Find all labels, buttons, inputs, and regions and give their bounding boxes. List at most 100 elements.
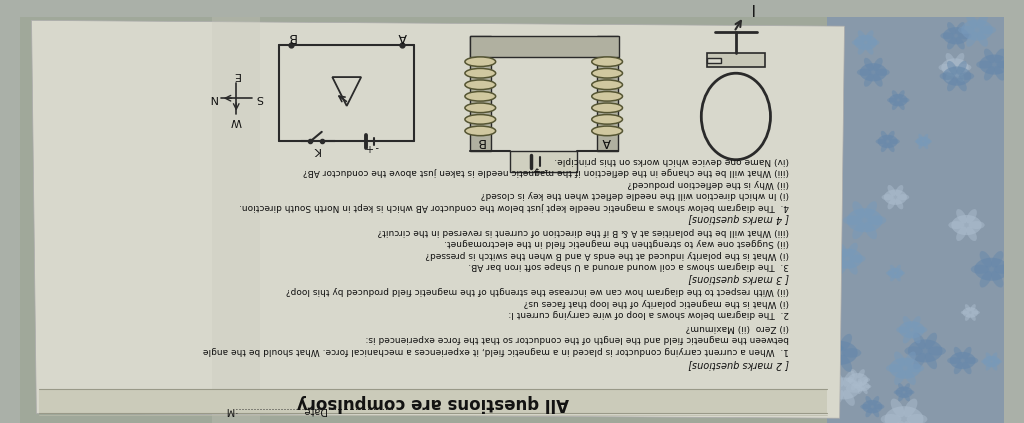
Ellipse shape — [957, 32, 972, 39]
Ellipse shape — [903, 316, 912, 329]
Ellipse shape — [592, 103, 623, 113]
Ellipse shape — [847, 260, 858, 275]
Text: +: + — [532, 164, 540, 174]
Ellipse shape — [852, 222, 865, 239]
Ellipse shape — [891, 398, 904, 417]
Ellipse shape — [891, 421, 904, 423]
Text: B: B — [287, 30, 295, 44]
Ellipse shape — [885, 406, 924, 423]
Ellipse shape — [818, 348, 838, 358]
Ellipse shape — [904, 346, 923, 356]
Ellipse shape — [465, 103, 496, 113]
Ellipse shape — [941, 58, 969, 77]
Ellipse shape — [925, 140, 932, 143]
Ellipse shape — [833, 371, 844, 387]
Ellipse shape — [953, 362, 963, 374]
Ellipse shape — [465, 91, 496, 101]
Bar — [470, 36, 618, 57]
Ellipse shape — [962, 19, 993, 41]
Ellipse shape — [858, 44, 866, 55]
Ellipse shape — [864, 222, 877, 239]
Ellipse shape — [840, 354, 852, 372]
Ellipse shape — [847, 208, 883, 232]
Ellipse shape — [851, 381, 858, 390]
Ellipse shape — [881, 143, 888, 152]
Ellipse shape — [846, 384, 863, 393]
Ellipse shape — [911, 331, 921, 343]
Ellipse shape — [894, 390, 903, 395]
Ellipse shape — [958, 26, 975, 34]
Ellipse shape — [862, 387, 867, 394]
Ellipse shape — [897, 194, 909, 200]
Ellipse shape — [947, 77, 957, 91]
Ellipse shape — [925, 353, 937, 369]
Ellipse shape — [903, 421, 918, 423]
Ellipse shape — [954, 69, 965, 82]
Text: 2.  The diagram below shows a loop of wire carrying current I:: 2. The diagram below shows a loop of wir… — [508, 309, 788, 318]
Ellipse shape — [833, 390, 844, 406]
Ellipse shape — [994, 265, 1013, 274]
Ellipse shape — [949, 352, 976, 369]
Ellipse shape — [984, 66, 994, 81]
Ellipse shape — [827, 354, 840, 372]
Ellipse shape — [858, 30, 866, 41]
Ellipse shape — [911, 316, 921, 329]
Ellipse shape — [592, 91, 623, 101]
Text: (i) What is the magnetic polarity of the loop that faces us?: (i) What is the magnetic polarity of the… — [523, 298, 788, 307]
Ellipse shape — [979, 55, 1010, 75]
Ellipse shape — [903, 331, 912, 343]
Ellipse shape — [865, 396, 872, 406]
Ellipse shape — [916, 137, 931, 146]
Ellipse shape — [961, 310, 970, 315]
Ellipse shape — [873, 58, 883, 71]
Text: 4.  The diagram below shows a magnetic needle kept just below the conductor AB w: 4. The diagram below shows a magnetic ne… — [239, 202, 788, 211]
Ellipse shape — [951, 215, 982, 235]
Ellipse shape — [890, 274, 896, 281]
Ellipse shape — [837, 243, 848, 257]
Text: ......................Date......................:M: ......................Date..............… — [224, 405, 392, 415]
Ellipse shape — [864, 201, 877, 219]
Ellipse shape — [956, 64, 972, 71]
Ellipse shape — [465, 115, 496, 124]
Text: All questions are compulsory: All questions are compulsory — [297, 394, 569, 412]
Ellipse shape — [947, 37, 956, 49]
Ellipse shape — [955, 22, 965, 35]
Ellipse shape — [465, 126, 496, 136]
Ellipse shape — [854, 35, 878, 50]
Ellipse shape — [991, 352, 997, 361]
Ellipse shape — [888, 198, 896, 209]
Ellipse shape — [881, 414, 901, 423]
Text: A: A — [398, 30, 407, 44]
Ellipse shape — [969, 221, 985, 229]
Ellipse shape — [985, 352, 991, 361]
Text: between the magnetic field and the length of the conductor so that the force exp: between the magnetic field and the lengt… — [366, 334, 788, 343]
Ellipse shape — [895, 198, 903, 209]
Ellipse shape — [963, 347, 972, 359]
Bar — [707, 58, 721, 63]
Ellipse shape — [592, 126, 623, 136]
Text: (iii) What will be the polarities at A & B if the direction of current is revers: (iii) What will be the polarities at A &… — [377, 227, 788, 236]
Ellipse shape — [895, 387, 912, 398]
Text: -: - — [544, 164, 548, 174]
Ellipse shape — [858, 369, 865, 379]
Bar — [827, 16, 1004, 423]
Ellipse shape — [864, 58, 873, 71]
Ellipse shape — [858, 387, 863, 394]
Ellipse shape — [465, 69, 496, 78]
Ellipse shape — [983, 356, 1000, 367]
Ellipse shape — [899, 98, 909, 103]
Ellipse shape — [592, 80, 623, 90]
Ellipse shape — [592, 69, 623, 78]
Bar — [212, 16, 260, 423]
Text: I: I — [749, 0, 754, 15]
Text: (iv) Name one device which works on this principle.: (iv) Name one device which works on this… — [554, 156, 788, 165]
Text: (i) In which direction will the needle deflect when the key is closed?: (i) In which direction will the needle d… — [480, 190, 788, 199]
Ellipse shape — [857, 69, 871, 76]
Ellipse shape — [967, 13, 977, 28]
Ellipse shape — [903, 398, 918, 417]
Ellipse shape — [940, 72, 955, 80]
Ellipse shape — [948, 221, 965, 229]
Ellipse shape — [904, 370, 915, 385]
Ellipse shape — [873, 74, 883, 87]
Ellipse shape — [953, 347, 963, 359]
